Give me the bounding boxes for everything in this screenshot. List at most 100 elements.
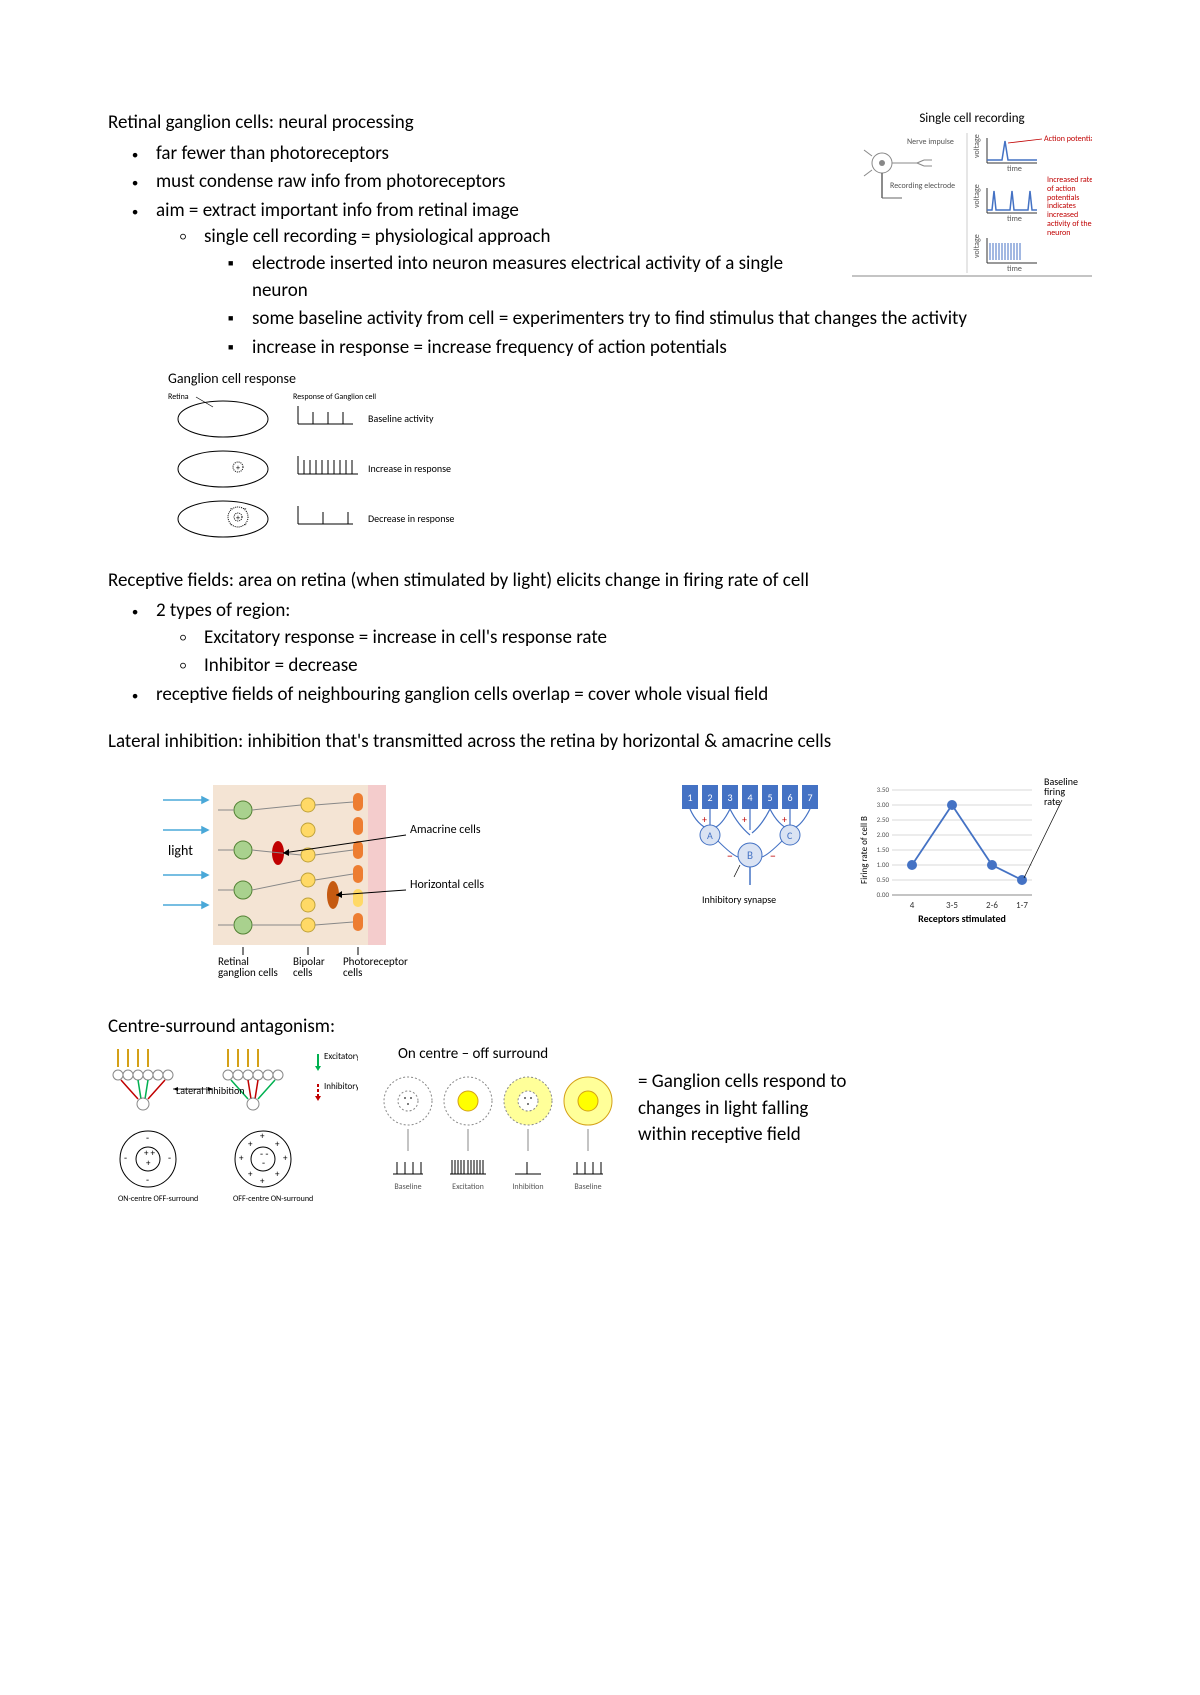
svg-text:-: - (244, 504, 247, 514)
svg-text:+: + (146, 1158, 151, 1169)
svg-text:5: 5 (767, 791, 772, 804)
svg-text:+: + (275, 1169, 280, 1180)
svg-text:-: - (168, 1151, 171, 1164)
figure-ganglion-response: Ganglion cell response Retina Response o… (168, 369, 1092, 557)
svg-text:ON-centre OFF-surround: ON-centre OFF-surround (118, 1194, 198, 1204)
svg-text:3: 3 (727, 791, 732, 804)
bullet: 2 types of region: Excitatory response =… (156, 598, 1092, 680)
on-off-svg: Baseline Excitation Inhibition Baseline (378, 1071, 618, 1211)
bullet-text: aim = extract important info from retina… (156, 199, 519, 222)
svg-text:Excitation: Excitation (452, 1182, 484, 1192)
figure-retina-layers: light (158, 775, 498, 994)
svg-text:−: − (727, 850, 733, 864)
svg-text:+: + (260, 1131, 265, 1142)
svg-text:+: + (248, 1169, 253, 1180)
svg-text:Retinalganglion cells: Retinalganglion cells (218, 955, 278, 979)
bullet-text: single cell recording = physiological ap… (204, 225, 550, 248)
svg-text:+: + (239, 1153, 244, 1164)
svg-text:7: 7 (807, 791, 812, 804)
bullet: increase in response = increase frequenc… (252, 335, 1092, 362)
svg-text:-: - (124, 1151, 127, 1164)
lateral-inhibition-figures: light (108, 775, 1092, 994)
svg-text:-: - (146, 1173, 149, 1186)
svg-text:OFF-centre ON-surround: OFF-centre ON-surround (233, 1194, 313, 1204)
svg-text:Excitatory: Excitatory (324, 1051, 358, 1062)
lateral-schematic-svg: Lateral inhibition Excitatory Inhibitory… (108, 1044, 358, 1214)
figure-inhibitory-chart: 1 2 3 4 5 6 7 + + + A C (672, 775, 1092, 964)
bullet: Excitatory response = increase in cell's… (204, 625, 1092, 652)
svg-text:+: + (275, 1139, 280, 1150)
figure-scr-title: Single cell recording (852, 110, 1092, 128)
svg-text:Horizontal cells: Horizontal cells (410, 878, 484, 892)
svg-text:2: 2 (707, 791, 712, 804)
svg-text:+: + (782, 813, 787, 826)
svg-text:Photoreceptorcells: Photoreceptorcells (343, 955, 408, 979)
svg-text:3.00: 3.00 (877, 800, 890, 809)
svg-text:1-7: 1-7 (1016, 900, 1028, 911)
centre-surround-figures: Lateral inhibition Excitatory Inhibitory… (108, 1044, 1092, 1223)
svg-text:A: A (707, 829, 713, 842)
svg-text:Baseline: Baseline (394, 1182, 421, 1192)
svg-text:1.50: 1.50 (877, 845, 890, 854)
svg-text:-: - (146, 1131, 149, 1144)
section-retinal-ganglion: Single cell recording Nerve impulse Reco… (108, 110, 1092, 363)
firing-rate-chart: 0.000.50 1.001.50 2.002.50 3.003.50 Firi… (859, 785, 1062, 925)
svg-text:4: 4 (747, 791, 752, 804)
section-lateral-inhibition: Lateral inhibition: inhibition that's tr… (108, 729, 1092, 756)
svg-text:B: B (747, 849, 753, 862)
figure-lateral-schematic: Lateral inhibition Excitatory Inhibitory… (108, 1044, 358, 1223)
on-off-title: On centre – off surround (398, 1044, 618, 1065)
section-receptive-fields: Receptive fields: area on retina (when s… (108, 568, 1092, 709)
svg-text:-: - (230, 520, 233, 530)
figure-on-off-surround: On centre – off surround (378, 1044, 618, 1220)
svg-text:Inhibitory: Inhibitory (324, 1081, 358, 1092)
svg-text:Retina: Retina (168, 392, 189, 402)
bullet: far fewer than photoreceptors (156, 141, 1092, 168)
svg-text:+: + (248, 1139, 253, 1150)
bullet: must condense raw info from photorecepto… (156, 169, 1092, 196)
svg-text:+: + (236, 513, 240, 523)
svg-text:0.50: 0.50 (877, 875, 890, 884)
svg-text:Inhibitory synapse: Inhibitory synapse (702, 893, 776, 906)
svg-text:Amacrine cells: Amacrine cells (410, 823, 481, 837)
svg-text:+: + (742, 813, 747, 826)
inhibitory-chart-svg: 1 2 3 4 5 6 7 + + + A C (672, 775, 1092, 955)
svg-text:+: + (260, 1176, 265, 1187)
svg-text:2-6: 2-6 (986, 900, 998, 911)
bullet: Inhibitor = decrease (204, 653, 1092, 680)
bullet: some baseline activity from cell = exper… (252, 306, 1092, 333)
section-centre-surround: Centre-surround antagonism: (108, 1014, 1092, 1041)
bullet: electrode inserted into neuron measures … (252, 251, 1092, 304)
retina-layers-svg: light (158, 775, 498, 985)
svg-text:Response of Ganglion cell: Response of Ganglion cell (293, 392, 376, 402)
svg-text:Receptors stimulated: Receptors stimulated (918, 912, 1006, 925)
svg-text:3-5: 3-5 (946, 900, 958, 911)
svg-text:6: 6 (787, 791, 792, 804)
svg-text:Increase in response: Increase in response (368, 462, 451, 475)
section3-title: Lateral inhibition: inhibition that's tr… (108, 729, 1092, 756)
svg-text:-: - (262, 1156, 265, 1169)
svg-text:1.00: 1.00 (877, 860, 890, 869)
svg-text:1: 1 (687, 791, 692, 804)
bullet: aim = extract important info from retina… (156, 198, 1092, 362)
section2-title: Receptive fields: area on retina (when s… (108, 568, 1092, 595)
svg-text:C: C (787, 829, 793, 842)
svg-text:Inhibition: Inhibition (512, 1182, 543, 1192)
svg-text:Lateral inhibition: Lateral inhibition (176, 1084, 245, 1097)
figure-gcr-title: Ganglion cell response (168, 369, 1092, 389)
svg-text:light: light (168, 842, 193, 859)
svg-text:Baseline activity: Baseline activity (368, 412, 434, 425)
bullet: single cell recording = physiological ap… (204, 224, 1092, 361)
svg-text:−: − (770, 850, 776, 864)
svg-text:+: + (236, 463, 240, 473)
svg-text:Baseline: Baseline (574, 1182, 601, 1192)
svg-text:2.50: 2.50 (877, 815, 890, 824)
svg-text:Firing rate of cell B: Firing rate of cell B (859, 816, 870, 884)
bullet-text: 2 types of region: (156, 599, 290, 622)
svg-text:2.00: 2.00 (877, 830, 890, 839)
svg-text:4: 4 (910, 900, 915, 911)
svg-text:3.50: 3.50 (877, 785, 890, 794)
centre-surround-desc: = Ganglion cells respond to changes in l… (638, 1069, 858, 1149)
svg-text:Baselinefiringrate: Baselinefiringrate (1044, 775, 1078, 808)
svg-text:+: + (702, 813, 707, 826)
